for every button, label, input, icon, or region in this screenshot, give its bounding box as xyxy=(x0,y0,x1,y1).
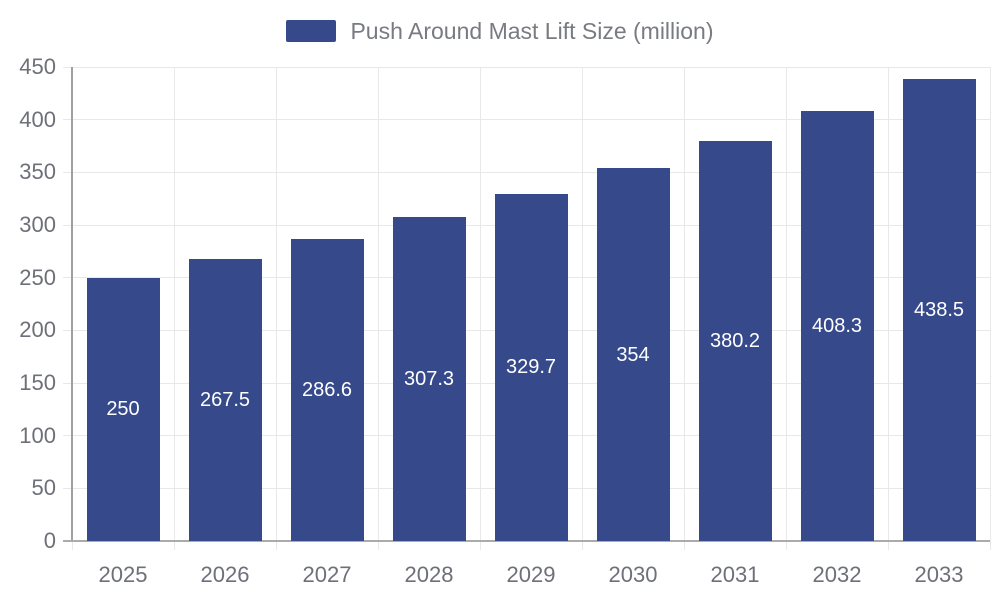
x-tick-mark xyxy=(71,541,73,550)
y-tick-mark xyxy=(63,382,72,384)
y-tick-label: 250 xyxy=(19,264,56,290)
gridline-x xyxy=(377,67,379,541)
y-tick-mark xyxy=(63,329,72,331)
bar-2027[interactable] xyxy=(290,239,364,541)
y-tick-mark xyxy=(63,435,72,437)
gridline-x xyxy=(581,67,583,541)
gridline-x xyxy=(887,67,889,541)
x-tick-mark xyxy=(275,541,277,550)
x-tick-mark xyxy=(581,541,583,550)
y-axis-line xyxy=(71,67,73,541)
bar-2031[interactable] xyxy=(698,140,772,541)
y-tick-mark xyxy=(63,277,72,279)
x-tick-mark xyxy=(989,541,991,550)
bar-value-label: 438.5 xyxy=(913,299,965,322)
x-tick-label: 2031 xyxy=(710,562,760,587)
bar-2032[interactable] xyxy=(800,110,874,541)
y-tick-label: 50 xyxy=(31,475,56,501)
bar-2028[interactable] xyxy=(392,217,466,541)
gridline-y-400 xyxy=(72,119,990,121)
gridline-x xyxy=(173,67,175,541)
gridline-x xyxy=(989,67,991,541)
y-tick-mark xyxy=(63,487,72,489)
x-tick-label: 2033 xyxy=(914,562,964,587)
gridline-x xyxy=(275,67,277,541)
y-tick-label: 0 xyxy=(43,528,56,553)
bar-2029[interactable] xyxy=(494,193,568,541)
x-tick-label: 2025 xyxy=(98,562,148,587)
bar-value-label: 408.3 xyxy=(811,314,863,337)
y-tick-mark xyxy=(63,224,72,226)
legend-swatch xyxy=(286,20,337,42)
x-tick-label: 2028 xyxy=(404,562,454,587)
legend-label: Push Around Mast Lift Size (million) xyxy=(350,18,714,44)
x-tick-mark xyxy=(785,541,787,550)
y-tick-label: 450 xyxy=(19,54,56,79)
bar-value-label: 250 xyxy=(106,398,140,421)
gridline-x xyxy=(683,67,685,541)
x-tick-mark xyxy=(887,541,889,550)
x-tick-label: 2030 xyxy=(608,562,658,587)
gridline-x xyxy=(785,67,787,541)
bar-2025[interactable] xyxy=(86,277,160,541)
bar-2026[interactable] xyxy=(188,259,262,541)
y-tick-label: 200 xyxy=(19,317,56,343)
x-tick-mark xyxy=(173,541,175,550)
bar-value-label: 267.5 xyxy=(199,389,251,412)
y-tick-mark xyxy=(63,66,72,68)
gridline-y-450 xyxy=(72,66,990,68)
y-tick-mark xyxy=(63,171,72,173)
gridline-y-350 xyxy=(72,171,990,173)
y-tick-label: 150 xyxy=(19,370,56,395)
bar-value-label: 329.7 xyxy=(505,356,557,379)
x-tick-label: 2027 xyxy=(302,562,352,587)
gridline-x xyxy=(479,67,481,541)
x-tick-mark xyxy=(683,541,685,550)
y-tick-label: 300 xyxy=(19,212,56,237)
bar-value-label: 354 xyxy=(616,343,650,366)
y-tick-label: 400 xyxy=(19,106,56,132)
x-tick-label: 2032 xyxy=(812,562,862,587)
y-tick-label: 100 xyxy=(19,422,56,448)
x-tick-label: 2026 xyxy=(200,562,250,587)
y-tick-mark xyxy=(63,119,72,121)
x-axis-line xyxy=(63,540,990,542)
x-tick-mark xyxy=(377,541,379,550)
legend[interactable]: Push Around Mast Lift Size (million) xyxy=(0,17,1000,45)
bar-2033[interactable] xyxy=(902,79,976,541)
y-tick-label: 350 xyxy=(19,159,56,185)
bar-value-label: 380.2 xyxy=(709,329,761,352)
x-tick-label: 2029 xyxy=(506,562,556,587)
x-tick-mark xyxy=(479,541,481,550)
bar-value-label: 307.3 xyxy=(403,368,455,391)
bar-2030[interactable] xyxy=(596,168,670,541)
bar-value-label: 286.6 xyxy=(301,379,353,402)
